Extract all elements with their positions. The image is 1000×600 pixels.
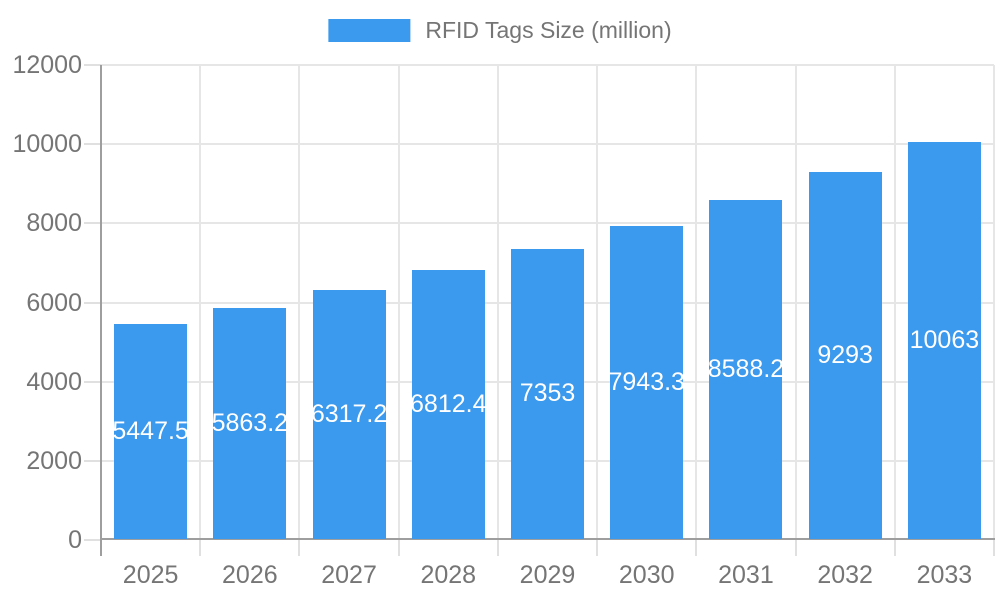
x-tick-mark	[695, 540, 698, 556]
x-axis-tick-label: 2031	[718, 561, 774, 589]
y-axis-tick-label: 6000	[26, 288, 82, 317]
x-tick-mark	[893, 540, 896, 556]
h-gridline	[101, 143, 994, 146]
y-tick-mark	[84, 64, 101, 66]
bar-value-label: 10063	[909, 325, 980, 354]
bar[interactable]: 5447.5	[112, 324, 189, 539]
bar-value-label: 6812.4	[410, 390, 487, 419]
x-axis-tick-label: 2027	[321, 561, 377, 589]
legend[interactable]: RFID Tags Size (million)	[328, 17, 672, 44]
x-tick-mark	[397, 540, 400, 556]
v-gridline	[496, 65, 499, 540]
bar[interactable]: 10063	[907, 141, 981, 539]
x-tick-mark	[199, 540, 202, 556]
y-axis-tick-label: 0	[68, 526, 82, 554]
y-axis-tick-label: 4000	[26, 367, 82, 396]
y-axis-tick-label: 10000	[12, 130, 82, 159]
y-axis-tick-label: 12000	[12, 51, 82, 79]
x-tick-mark	[993, 540, 995, 556]
h-gridline	[101, 222, 994, 225]
bar-value-label: 7943.3	[608, 367, 685, 396]
v-gridline	[893, 65, 896, 540]
bar-value-label: 7353	[519, 379, 576, 408]
v-gridline	[695, 65, 698, 540]
x-axis-tick-label: 2026	[222, 561, 278, 589]
y-tick-mark	[84, 380, 101, 383]
x-tick-mark	[298, 540, 301, 556]
x-axis-tick-label: 2028	[420, 561, 477, 589]
y-tick-mark	[84, 143, 101, 146]
bar[interactable]: 5863.2	[211, 307, 289, 539]
y-axis-line	[100, 65, 102, 556]
y-tick-mark	[84, 301, 101, 304]
bar-value-label: 5863.2	[211, 408, 289, 437]
legend-label: RFID Tags Size (million)	[425, 17, 672, 43]
x-tick-mark	[496, 540, 499, 556]
bar[interactable]: 7943.3	[608, 225, 685, 539]
bar[interactable]: 8588.2	[707, 200, 785, 539]
x-axis-tick-label: 2033	[916, 561, 973, 589]
x-axis-tick-label: 2025	[122, 561, 179, 589]
y-tick-mark	[84, 222, 101, 225]
x-tick-mark	[596, 540, 599, 556]
x-tick-mark	[794, 540, 797, 556]
x-axis-tick-label: 2029	[519, 561, 576, 589]
v-gridline	[993, 65, 995, 540]
x-axis-tick-label: 2030	[618, 561, 675, 589]
bar[interactable]: 6812.4	[410, 270, 487, 539]
bar[interactable]: 9293	[808, 172, 882, 539]
bar-value-label: 6317.2	[310, 399, 388, 428]
bar[interactable]: 6317.2	[310, 289, 388, 539]
x-axis-tick-label: 2032	[817, 561, 873, 589]
v-gridline	[794, 65, 797, 540]
y-axis-tick-label: 2000	[26, 446, 82, 475]
v-gridline	[596, 65, 599, 540]
v-gridline	[199, 65, 202, 540]
y-tick-mark	[84, 539, 101, 541]
bar-value-label: 9293	[817, 341, 873, 370]
h-gridline	[101, 64, 994, 66]
legend-swatch	[328, 19, 411, 42]
v-gridline	[397, 65, 400, 540]
bar[interactable]: 7353	[511, 248, 584, 539]
y-tick-mark	[84, 459, 101, 462]
bar-value-label: 8588.2	[707, 355, 785, 384]
x-axis-line	[100, 538, 995, 540]
bar-value-label: 5447.5	[112, 417, 189, 446]
v-gridline	[298, 65, 301, 540]
y-axis-tick-label: 8000	[26, 209, 82, 238]
